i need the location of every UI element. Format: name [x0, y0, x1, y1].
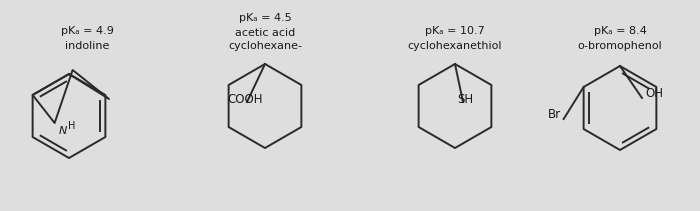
Text: indoline: indoline [65, 41, 109, 51]
Text: cyclohexane-: cyclohexane- [228, 41, 302, 51]
Text: cyclohexanethiol: cyclohexanethiol [407, 41, 503, 51]
Text: N: N [59, 126, 67, 136]
Text: pKₐ = 8.4: pKₐ = 8.4 [594, 26, 646, 36]
Text: SH: SH [457, 93, 473, 106]
Text: OH: OH [645, 87, 663, 100]
Text: H: H [68, 121, 75, 131]
Text: COOH: COOH [228, 93, 262, 106]
Text: pKₐ = 10.7: pKₐ = 10.7 [425, 26, 485, 36]
Text: o-bromophenol: o-bromophenol [578, 41, 662, 51]
Text: acetic acid: acetic acid [235, 28, 295, 38]
Text: pKₐ = 4.5: pKₐ = 4.5 [239, 13, 291, 23]
Text: pKₐ = 4.9: pKₐ = 4.9 [61, 26, 113, 36]
Text: Br: Br [547, 108, 561, 121]
